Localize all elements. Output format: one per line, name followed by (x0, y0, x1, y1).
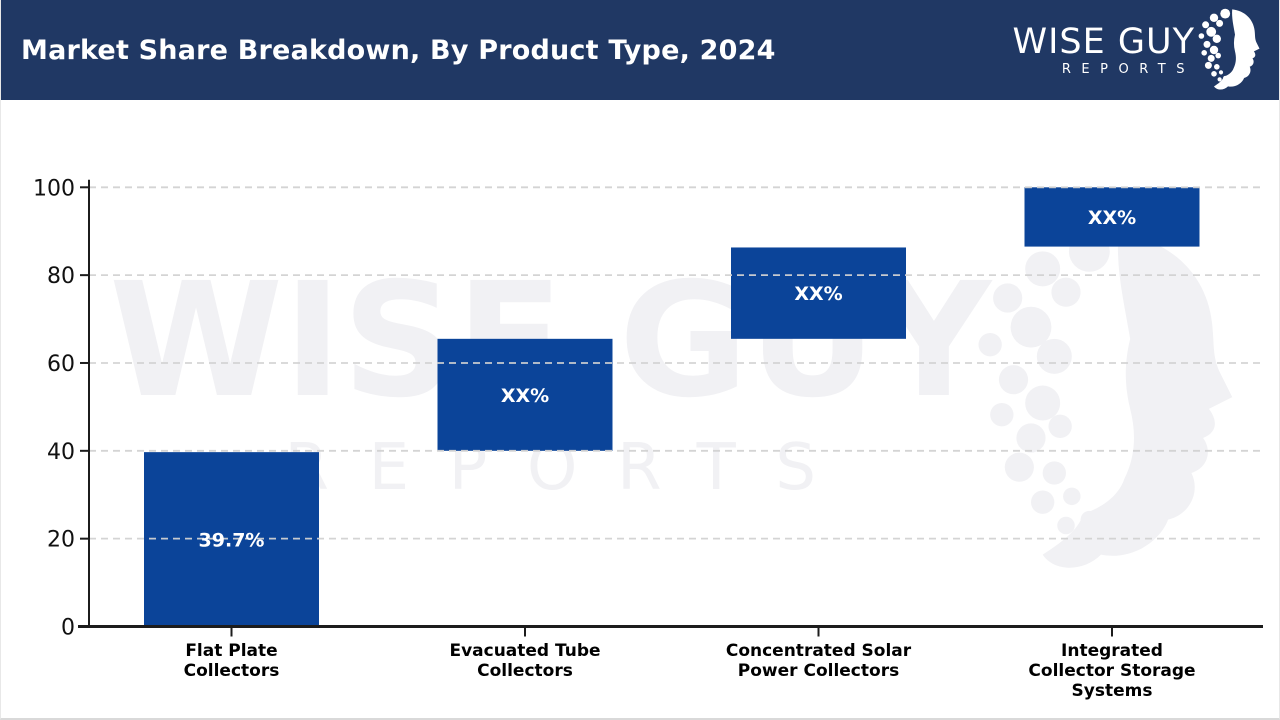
logo-text: WISE GUY REPORTS (1012, 21, 1195, 77)
y-tick-label: 0 (61, 616, 75, 641)
y-tick-label: 60 (47, 352, 75, 377)
logo-subtext: REPORTS (1061, 61, 1195, 77)
wiseguy-logo: WISE GUY REPORTS (1012, 8, 1267, 92)
bar-value-label: 39.7% (199, 529, 265, 551)
logo-wordmark: WISE GUY (1012, 21, 1195, 62)
bar (1024, 187, 1200, 247)
logo-dotface-icon (1198, 8, 1260, 90)
x-tick-label: Concentrated Solar Power Collectors (726, 641, 912, 681)
bar (731, 247, 906, 339)
bar-value-label: XX% (794, 283, 842, 305)
bar-value-label: XX% (501, 385, 549, 407)
y-tick-label: 80 (47, 264, 75, 289)
y-tick-label: 40 (47, 440, 75, 465)
bar (437, 338, 613, 451)
y-tick-label: 100 (33, 176, 75, 201)
x-tick-label: Integrated Collector Storage Systems (1028, 641, 1195, 701)
bar-value-label: XX% (1088, 207, 1136, 229)
header-bar: Market Share Breakdown, By Product Type,… (1, 0, 1279, 100)
x-tick-label: Evacuated Tube Collectors (449, 641, 600, 681)
y-tick-label: 20 (47, 528, 75, 553)
page-title: Market Share Breakdown, By Product Type,… (21, 34, 776, 66)
x-tick-label: Flat Plate Collectors (184, 641, 280, 681)
